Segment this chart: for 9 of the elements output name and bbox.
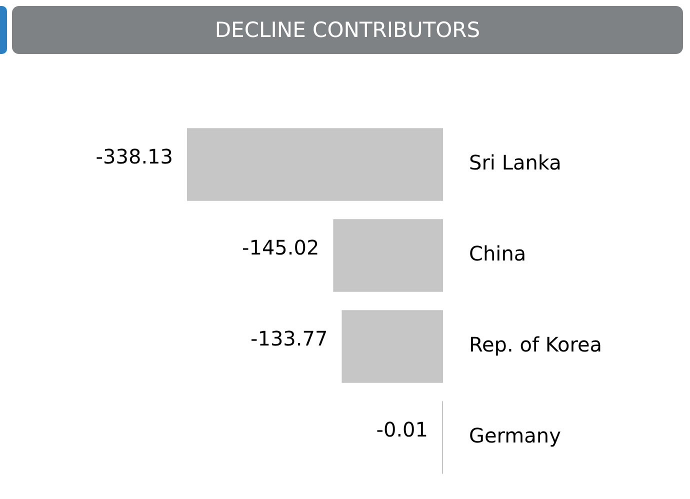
y-tick-label: Germany — [469, 424, 562, 448]
data-label: -338.13 — [96, 144, 173, 169]
data-label: -145.02 — [242, 236, 320, 260]
y-tick-label: Sri Lanka — [469, 150, 562, 175]
y-tick-label: Rep. of Korea — [469, 332, 602, 357]
chart-title: DECLINE CONTRIBUTORS — [12, 6, 683, 54]
data-label: -133.77 — [250, 326, 328, 351]
data-label: -0.01 — [376, 418, 428, 442]
y-tick-label: China — [469, 242, 526, 266]
